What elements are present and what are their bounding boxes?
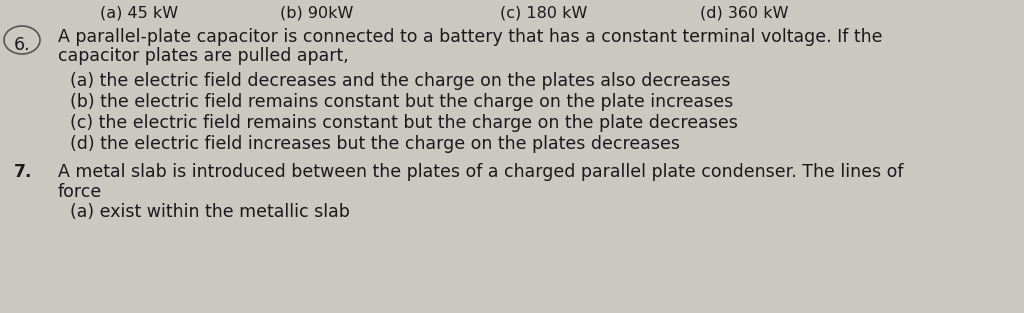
Text: (c) the electric field remains constant but the charge on the plate decreases: (c) the electric field remains constant …	[70, 114, 738, 132]
Text: 7.: 7.	[14, 163, 33, 181]
Text: (c) 180 kW: (c) 180 kW	[500, 5, 588, 20]
Text: A metal slab is introduced between the plates of a charged parallel plate conden: A metal slab is introduced between the p…	[58, 163, 903, 181]
Text: (a) 45 kW: (a) 45 kW	[100, 5, 178, 20]
Text: capacitor plates are pulled apart,: capacitor plates are pulled apart,	[58, 47, 349, 65]
Text: 6.: 6.	[13, 36, 31, 54]
Text: force: force	[58, 183, 102, 201]
Text: (a) the electric field decreases and the charge on the plates also decreases: (a) the electric field decreases and the…	[70, 72, 730, 90]
Text: (b) 90kW: (b) 90kW	[280, 5, 353, 20]
Text: (b) the electric field remains constant but the charge on the plate increases: (b) the electric field remains constant …	[70, 93, 733, 111]
Text: (a) exist within the metallic slab: (a) exist within the metallic slab	[70, 203, 350, 221]
Text: (d) 360 kW: (d) 360 kW	[700, 5, 788, 20]
Text: A parallel-plate capacitor is connected to a battery that has a constant termina: A parallel-plate capacitor is connected …	[58, 28, 883, 46]
Text: (d) the electric field increases but the charge on the plates decreases: (d) the electric field increases but the…	[70, 135, 680, 153]
